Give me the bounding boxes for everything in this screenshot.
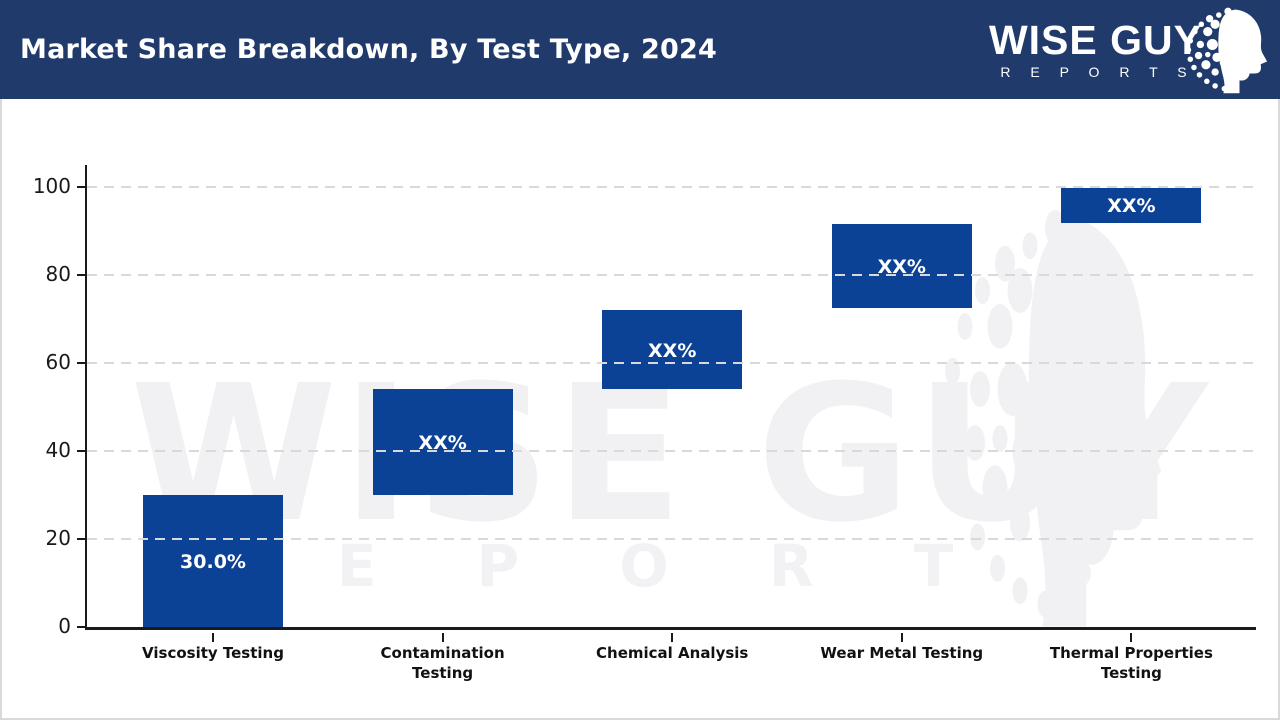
y-axis-tick-label: 40 — [45, 438, 71, 462]
y-axis-tick-label: 100 — [32, 174, 71, 198]
bar-1 — [143, 495, 283, 627]
bar-3 — [602, 310, 743, 390]
y-axis-tick-label: 80 — [45, 262, 71, 286]
x-axis-tick — [1130, 633, 1133, 642]
gridline-100 — [87, 186, 1256, 188]
page-title: Market Share Breakdown, By Test Type, 20… — [20, 34, 718, 65]
wise-guy-reports-logo: WISE GUY R E P O R T S — [989, 4, 1274, 96]
y-axis-tick — [77, 274, 85, 276]
bar-value-label: XX% — [418, 432, 467, 455]
plot-area: 0 20 40 60 80 100 30.0% Viscosity Testing XX% Con… — [33, 165, 1256, 682]
x-axis-category-label: Viscosity Testing — [142, 644, 284, 662]
y-axis-tick-label: 20 — [45, 526, 71, 550]
y-axis-tick — [77, 626, 85, 628]
x-axis-category-label: Thermal Properties Testing — [1049, 644, 1213, 682]
gridline-80 — [87, 274, 1256, 276]
x-axis-category-label: Chemical Analysis — [596, 644, 749, 662]
bar-value-label: 30.0% — [180, 551, 246, 573]
dotted-head-profile-icon — [1185, 7, 1268, 93]
bar-value-label: XX% — [877, 256, 926, 279]
y-axis-tick-label: 60 — [45, 350, 71, 374]
x-axis-category-label: Contamination Testing — [380, 644, 505, 682]
x-axis-category-label: Wear Metal Testing — [820, 644, 984, 662]
bar-value-label: XX% — [648, 339, 697, 362]
logo-subtitle: R E P O R T S — [1000, 64, 1195, 80]
bar-5 — [1061, 187, 1202, 224]
bar-4 — [831, 224, 972, 308]
header-bar: Market Share Breakdown, By Test Type, 20… — [0, 0, 1280, 99]
y-axis-tick — [77, 362, 85, 364]
gridline-40 — [87, 450, 1256, 452]
logo-text: WISE GUY R E P O R T S — [988, 17, 1202, 80]
y-axis-tick — [77, 186, 85, 188]
watermark-subtitle: R E P O R T S — [192, 532, 1136, 600]
logo-wordmark: WISE GUY — [988, 17, 1202, 63]
gridline-60 — [87, 362, 1256, 364]
x-axis-tick — [671, 633, 674, 642]
x-axis-tick — [212, 633, 214, 642]
x-axis-tick — [441, 633, 444, 642]
y-axis-tick — [77, 450, 85, 452]
y-axis-tick — [77, 538, 85, 540]
x-axis-tick — [900, 633, 903, 642]
y-axis-tick-label: 0 — [58, 614, 71, 638]
bar-value-label: XX% — [1107, 195, 1156, 218]
bar-2 — [372, 389, 513, 495]
gridline-20 — [87, 538, 1256, 540]
